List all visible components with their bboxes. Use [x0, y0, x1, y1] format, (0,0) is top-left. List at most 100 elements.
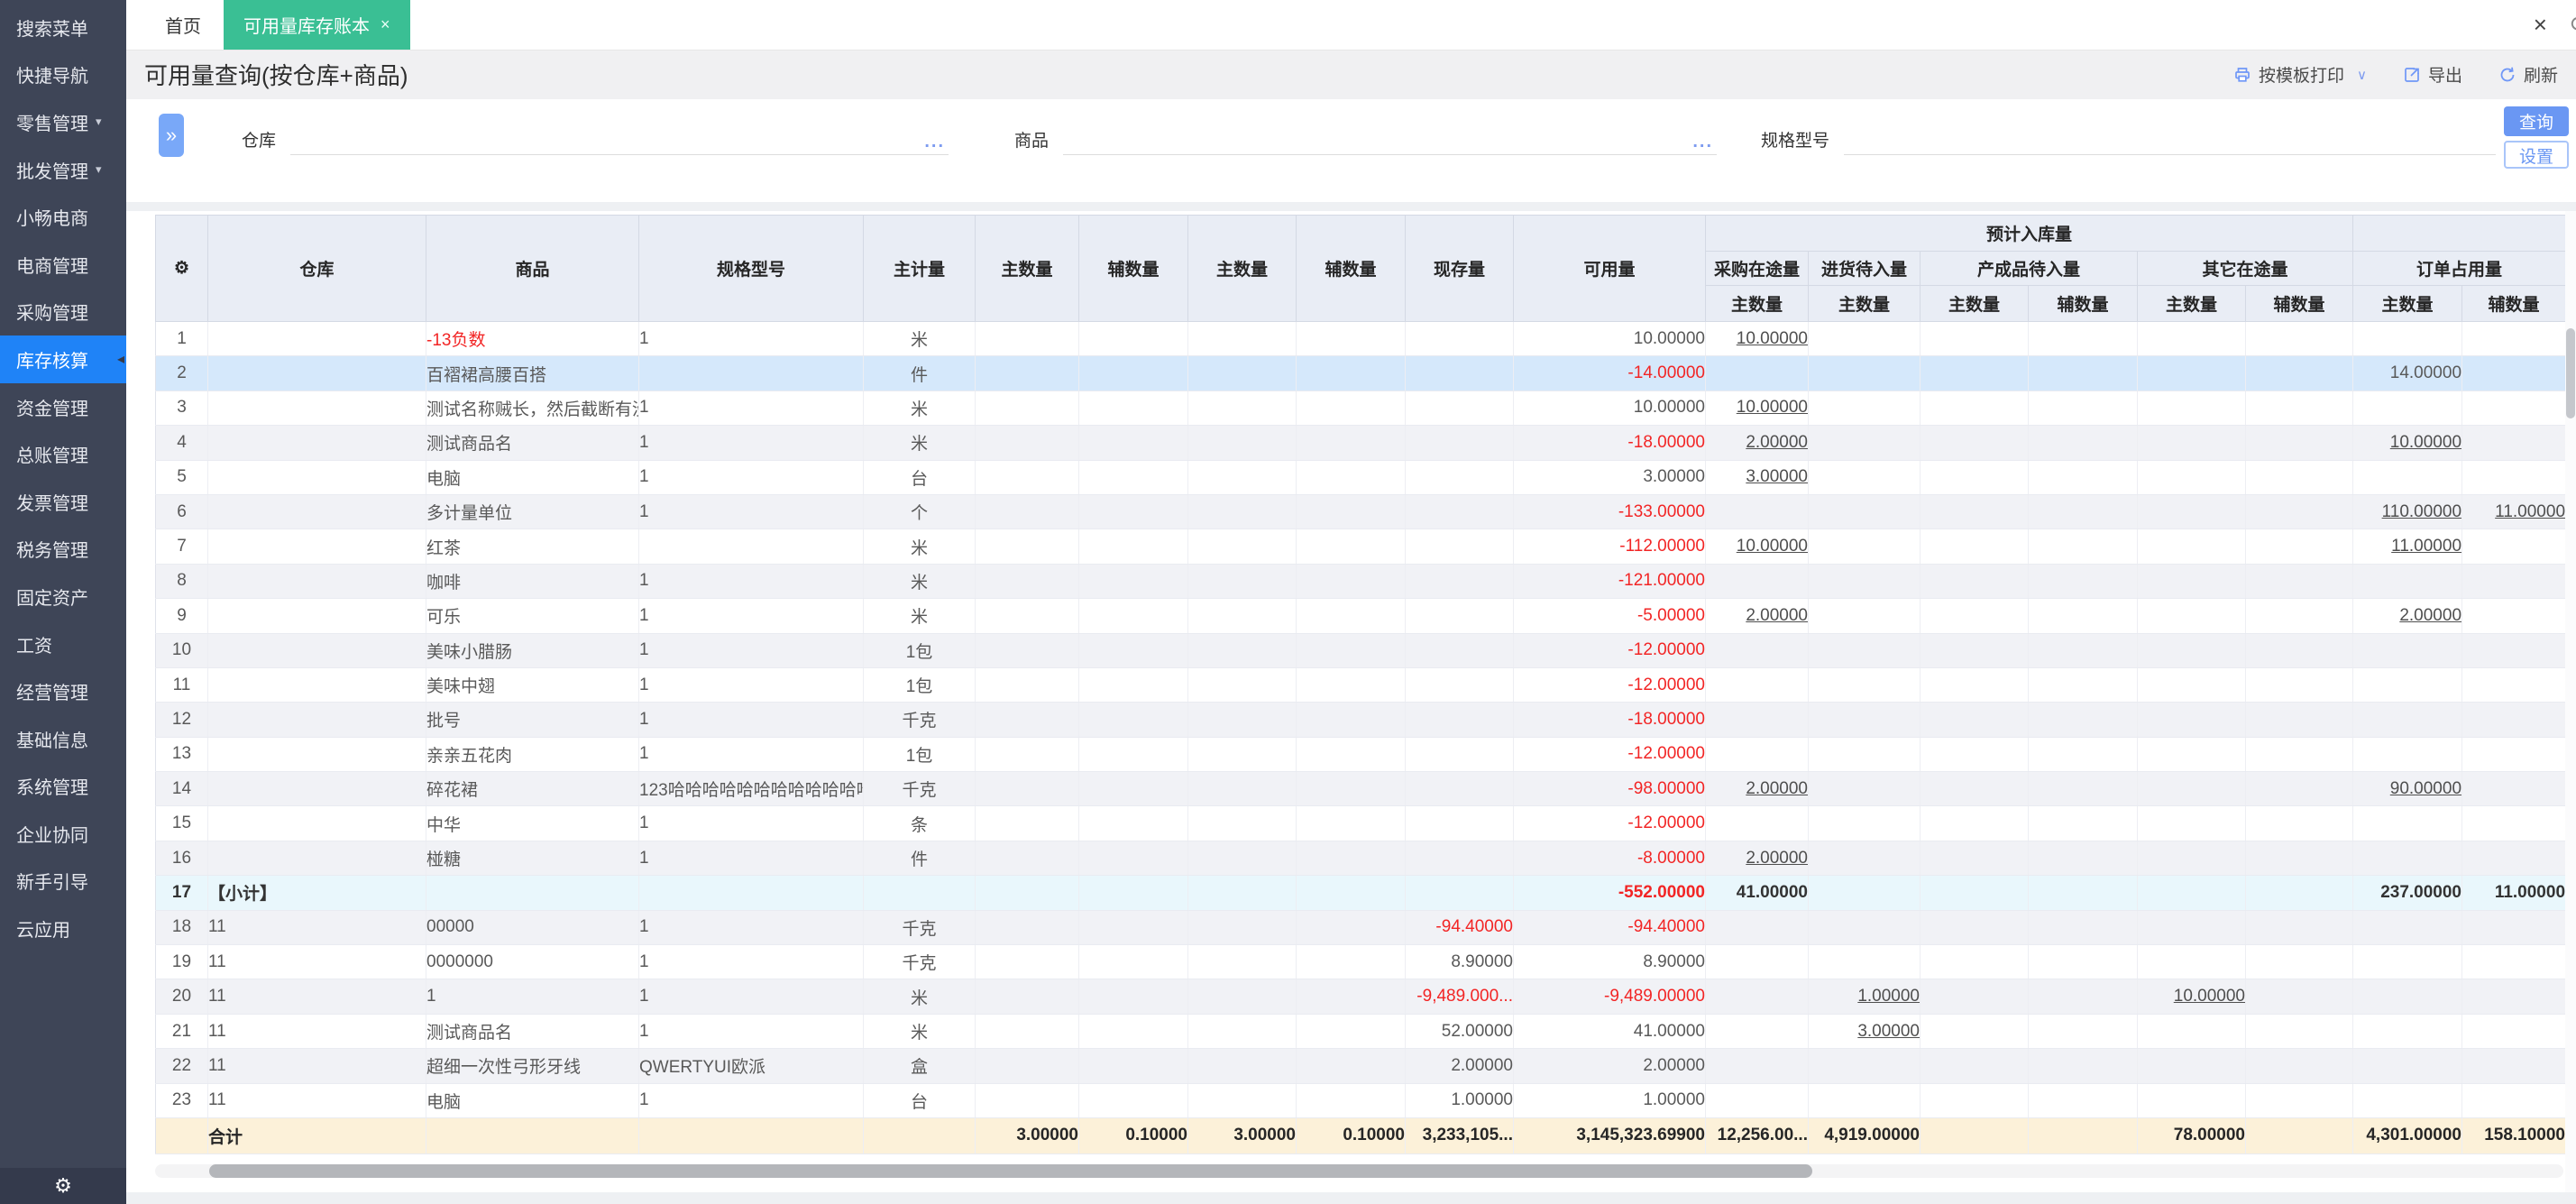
export-button[interactable]: 导出 — [2403, 62, 2462, 87]
table-row[interactable]: 21 11 测试商品名 1 米 52.00000 41.00000 3.00000 — [155, 1014, 2567, 1050]
drill-link[interactable]: 2.00000 — [1746, 605, 1808, 625]
vertical-scrollbar[interactable] — [2565, 211, 2576, 1192]
drill-link[interactable]: 10.00000 — [1736, 537, 1808, 556]
table-row[interactable]: 20 11 1 1 米 -9,489.000... -9,489.00000 1.00000 1… — [155, 979, 2567, 1015]
drill-link[interactable]: 3.00000 — [1857, 1021, 1920, 1041]
cell-finAux — [2028, 1014, 2138, 1050]
drill-link[interactable]: 2.00000 — [1746, 778, 1808, 798]
sidebar-item-小畅电商[interactable]: 小畅电商 — [0, 193, 126, 241]
drill-link[interactable]: 10.00000 — [2173, 987, 2245, 1006]
sidebar-item-搜索菜单[interactable]: 搜索菜单 — [0, 4, 126, 51]
table-row[interactable]: 8 咖啡 1 米 -121.00000 — [155, 564, 2567, 600]
table-row[interactable]: 16 椪糖 1 件 -8.00000 2.00000 — [155, 841, 2567, 877]
horizontal-scrollbar[interactable] — [155, 1164, 2563, 1178]
warehouse-picker-icon[interactable]: ... — [924, 132, 946, 152]
cell-value: 1 — [639, 328, 649, 348]
drill-link[interactable]: 110.00000 — [2381, 501, 2462, 521]
sidebar-item-资金管理[interactable]: 资金管理 — [0, 383, 126, 431]
cell-value: -98.00000 — [1627, 778, 1705, 798]
vertical-scrollbar-thumb[interactable] — [2566, 328, 2575, 418]
table-row[interactable]: 4 测试商品名 1 米 -18.00000 2.00000 10.00000 — [155, 425, 2567, 461]
table-row[interactable]: 23 11 电脑 1 台 1.00000 1.00000 — [155, 1083, 2567, 1118]
drill-link[interactable]: 2.00000 — [1746, 848, 1808, 868]
sidebar-item-总账管理[interactable]: 总账管理 — [0, 430, 126, 478]
cell-inwait — [1808, 1083, 1921, 1118]
sidebar-item-快捷导航[interactable]: 快捷导航 — [0, 51, 126, 99]
cell-spec: 1 — [638, 633, 864, 668]
cell-value: 1 — [639, 675, 649, 694]
sidebar-item-基础信息[interactable]: 基础信息 — [0, 715, 126, 763]
drill-link[interactable]: 10.00000 — [1736, 398, 1808, 418]
table-row[interactable]: 19 11 0000000 1 千克 8.90000 8.90000 — [155, 944, 2567, 980]
table-row[interactable]: 18 11 00000 1 千克 -94.40000 -94.40000 — [155, 910, 2567, 946]
table-row[interactable]: 6 多计量单位 1 个 -133.00000 110.00000 11.00000 — [155, 494, 2567, 530]
settings-button[interactable]: 设置 — [2504, 141, 2569, 169]
subtotal-row[interactable]: 17 【小计】 -552.00000 41.00000 237.00000 11.0000… — [155, 875, 2567, 911]
drill-link[interactable]: 90.00000 — [2389, 778, 2462, 798]
drill-link[interactable]: 10.00000 — [1736, 328, 1808, 348]
tab-close-icon[interactable]: × — [380, 15, 390, 33]
sidebar-item-新手引导[interactable]: 新手引导 — [0, 858, 126, 905]
chevron-down-icon[interactable]: ∨ — [2356, 67, 2367, 83]
drill-link[interactable]: 3.00000 — [1746, 467, 1808, 487]
drill-link[interactable]: 10.00000 — [2389, 432, 2462, 452]
warehouse-input[interactable]: ... — [290, 124, 949, 155]
table-row[interactable]: 10 美味小腊肠 1 1包 -12.00000 — [155, 633, 2567, 668]
drill-link[interactable]: 11.00000 — [2391, 537, 2462, 556]
cell-spec: 1 — [638, 737, 864, 773]
table-row[interactable]: 11 美味中翅 1 1包 -12.00000 — [155, 667, 2567, 703]
tab-available-ledger[interactable]: 可用量库存账本 × — [224, 0, 410, 50]
query-button[interactable]: 查询 — [2504, 106, 2569, 136]
product-input[interactable]: ... — [1063, 124, 1718, 155]
sidebar-settings-button[interactable]: ⚙ — [0, 1168, 126, 1204]
tab-home[interactable]: 首页 — [165, 17, 201, 37]
sidebar-item-经营管理[interactable]: 经营管理 — [0, 667, 126, 715]
cell-value: 1 — [639, 398, 649, 418]
sidebar-item-label: 总账管理 — [16, 446, 88, 467]
sidebar-item-系统管理[interactable]: 系统管理 — [0, 763, 126, 811]
table-row[interactable]: 1 -13负数 1 米 10.00000 10.00000 — [155, 321, 2567, 357]
cell-value: -94.40000 — [1627, 917, 1705, 937]
spec-input[interactable] — [1844, 124, 2497, 155]
print-by-template-button[interactable]: 按模板打印 ∨ — [2233, 62, 2367, 87]
table-row[interactable]: 9 可乐 1 米 -5.00000 2.00000 2.00000 — [155, 598, 2567, 634]
table-row[interactable]: 5 电脑 1 台 3.00000 3.00000 — [155, 460, 2567, 495]
sidebar-item-云应用[interactable]: 云应用 — [0, 905, 126, 952]
cell-finAux — [2028, 805, 2138, 841]
table-row[interactable]: 13 亲亲五花肉 1 1包 -12.00000 — [155, 737, 2567, 773]
sidebar-item-固定资产[interactable]: 固定资产 — [0, 573, 126, 620]
product-picker-icon[interactable]: ... — [1692, 132, 1714, 152]
close-icon[interactable]: × — [2533, 11, 2547, 38]
sidebar-item-零售管理[interactable]: 零售管理 ▾ — [0, 98, 126, 146]
table-row[interactable]: 14 碎花裙 123哈哈哈哈哈哈哈哈哈哈哈哈... 千克 -98.00000 2.0000… — [155, 771, 2567, 807]
sidebar-item-电商管理[interactable]: 电商管理 — [0, 241, 126, 289]
cell-purch: 41.00000 — [1705, 875, 1809, 911]
drill-link[interactable]: 1.00000 — [1857, 987, 1920, 1006]
drill-link[interactable]: 2.00000 — [1746, 432, 1808, 452]
table-row[interactable]: 2 百褶裙高腰百搭 件 -14.00000 14.00000 — [155, 355, 2567, 391]
cell-value: 美味中翅 — [426, 677, 496, 697]
expand-filters-button[interactable]: » — [159, 114, 184, 157]
cell-avail: -12.00000 — [1513, 805, 1706, 841]
sidebar-item-库存核算[interactable]: 库存核算 ◂ — [0, 335, 126, 383]
table-row[interactable]: 15 中华 1 条 -12.00000 — [155, 805, 2567, 841]
cell-inwait — [1808, 667, 1921, 703]
table-row[interactable]: 7 红茶 米 -112.00000 10.00000 11.00000 — [155, 528, 2567, 565]
drill-link[interactable]: 11.00000 — [2495, 501, 2566, 521]
cell-value: 16 — [171, 848, 192, 868]
sidebar-item-工资[interactable]: 工资 — [0, 620, 126, 668]
sidebar-item-企业协同[interactable]: 企业协同 — [0, 810, 126, 858]
refresh-button[interactable]: 刷新 — [2498, 62, 2558, 87]
sidebar-item-采购管理[interactable]: 采购管理 — [0, 289, 126, 336]
drill-link[interactable]: 2.00000 — [2399, 605, 2462, 625]
horizontal-scrollbar-thumb[interactable] — [209, 1164, 1812, 1178]
table-row[interactable]: 3 测试名称贼长，然后截断有没...1 米 10.00000 10.00000 — [155, 391, 2567, 427]
table-row[interactable]: 12 批号 1 千克 -18.00000 — [155, 702, 2567, 738]
column-config-gear-icon[interactable]: ⚙ — [155, 215, 208, 322]
table-row[interactable]: 22 11 超细一次性弓形牙线 QWERTYUI欧派 盒 2.00000 2.00000 — [155, 1048, 2567, 1084]
sidebar-item-税务管理[interactable]: 税务管理 — [0, 526, 126, 574]
refresh-partial-icon[interactable]: ⟳ — [2571, 12, 2576, 38]
cell-value: -12.00000 — [1627, 640, 1705, 660]
sidebar-item-批发管理[interactable]: 批发管理 ▾ — [0, 146, 126, 194]
sidebar-item-发票管理[interactable]: 发票管理 — [0, 478, 126, 526]
